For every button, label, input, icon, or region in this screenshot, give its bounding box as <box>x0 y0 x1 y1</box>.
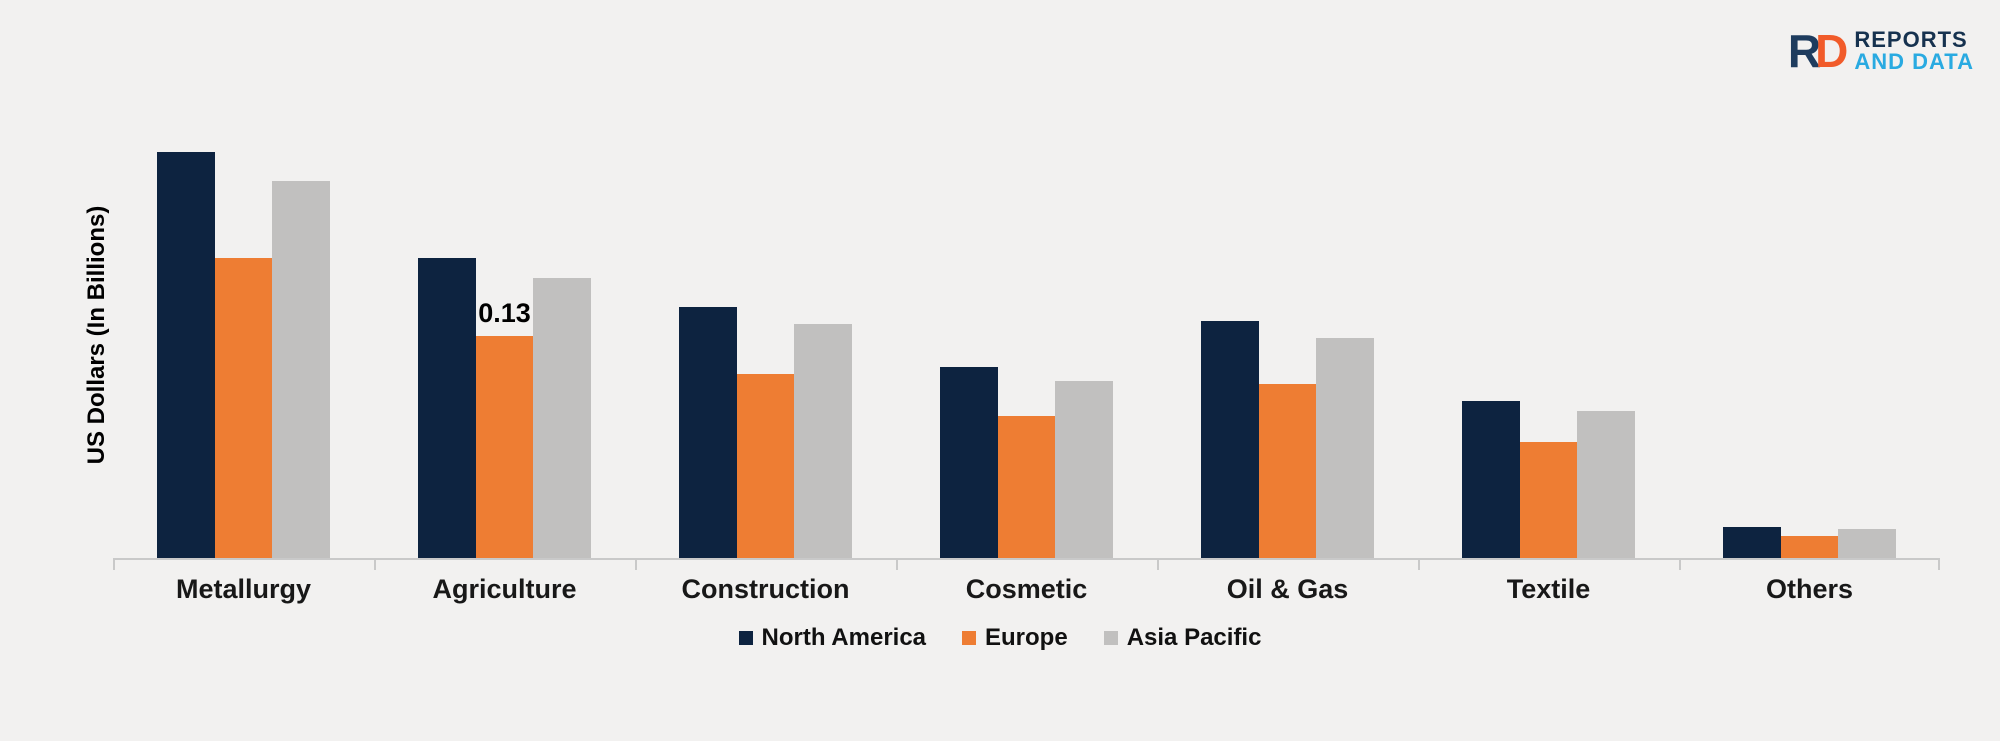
x-axis-tick <box>113 559 115 570</box>
bar-north-america-cosmetic <box>940 366 998 558</box>
x-axis-tick <box>896 559 898 570</box>
legend-label-north-america: North America <box>761 624 927 651</box>
x-axis-tick <box>1938 559 1940 570</box>
logo-line-and-data: AND DATA <box>1854 49 1974 74</box>
category-group-cosmetic <box>896 110 1157 558</box>
bar-europe-metallurgy <box>214 257 273 558</box>
category-label-construction: Construction <box>681 574 850 604</box>
category-group-agriculture: 0.13 <box>374 110 635 558</box>
category-label-cosmetic: Cosmetic <box>965 574 1088 604</box>
legend-swatch-asia-pacific <box>1103 631 1118 645</box>
x-axis-tick <box>1418 559 1420 570</box>
x-axis-tick <box>374 559 376 570</box>
bar-asia-pacific-construction <box>794 324 852 558</box>
bar-europe-textile <box>1519 442 1578 558</box>
bar-asia-pacific-textile <box>1577 411 1635 558</box>
bar-europe-cosmetic <box>997 416 1056 558</box>
legend-item-europe: Europe <box>962 624 1068 652</box>
legend-item-north-america: North America <box>738 624 927 652</box>
category-group-construction <box>635 110 896 558</box>
logo-letter-r: R <box>1787 25 1821 77</box>
plot-area: 0.13 <box>113 110 1940 570</box>
category-label-agriculture: Agriculture <box>432 574 577 604</box>
legend-swatch-north-america <box>738 631 753 645</box>
bar-north-america-textile <box>1462 401 1520 558</box>
bar-north-america-oil-gas <box>1201 320 1259 558</box>
logo-mark: RD <box>1787 25 1849 77</box>
x-axis-tick <box>1157 559 1159 570</box>
category-group-oil-gas <box>1157 110 1418 558</box>
bar-north-america-others <box>1723 527 1781 558</box>
legend-label-asia-pacific: Asia Pacific <box>1126 624 1262 651</box>
legend-item-asia-pacific: Asia Pacific <box>1103 624 1262 652</box>
legend-swatch-europe <box>962 631 977 645</box>
bar-asia-pacific-metallurgy <box>272 181 330 558</box>
bar-europe-others <box>1780 535 1839 558</box>
category-label-oil-gas: Oil & Gas <box>1226 574 1349 604</box>
bar-north-america-agriculture <box>418 257 476 558</box>
value-label-europe-agriculture: 0.13 <box>478 298 531 329</box>
bar-europe-construction <box>736 373 795 558</box>
bar-asia-pacific-agriculture <box>533 278 591 558</box>
x-axis-category-labels: Metallurgy Agriculture Construction Cosmeti… <box>113 574 1940 605</box>
bar-north-america-metallurgy <box>157 152 215 558</box>
category-label-others: Others <box>1765 574 1854 604</box>
logo-letter-d: D <box>1815 25 1848 77</box>
category-label-textile: Textile <box>1506 574 1591 604</box>
logo-line-reports: REPORTS <box>1854 26 1968 52</box>
reports-and-data-logo: RD REPORTS AND DATA <box>1788 28 1974 74</box>
bar-asia-pacific-oil-gas <box>1316 337 1374 558</box>
category-label-metallurgy: Metallurgy <box>175 574 312 604</box>
bar-asia-pacific-cosmetic <box>1055 380 1113 558</box>
category-group-others <box>1679 110 1940 558</box>
logo-text: REPORTS AND DATA <box>1854 26 1974 74</box>
bar-europe-oil-gas <box>1258 384 1317 558</box>
category-group-textile <box>1418 110 1679 558</box>
y-axis-label: US Dollars (In Billions) <box>83 205 110 465</box>
bar-asia-pacific-others <box>1838 529 1896 558</box>
legend: North America Europe Asia Pacific <box>0 624 2000 652</box>
x-axis-tick <box>1679 559 1681 570</box>
category-group-metallurgy <box>113 110 374 558</box>
bar-north-america-construction <box>679 307 737 558</box>
legend-label-europe: Europe <box>985 624 1068 651</box>
x-axis-tick <box>635 559 637 570</box>
bar-europe-agriculture: 0.13 <box>475 298 534 558</box>
